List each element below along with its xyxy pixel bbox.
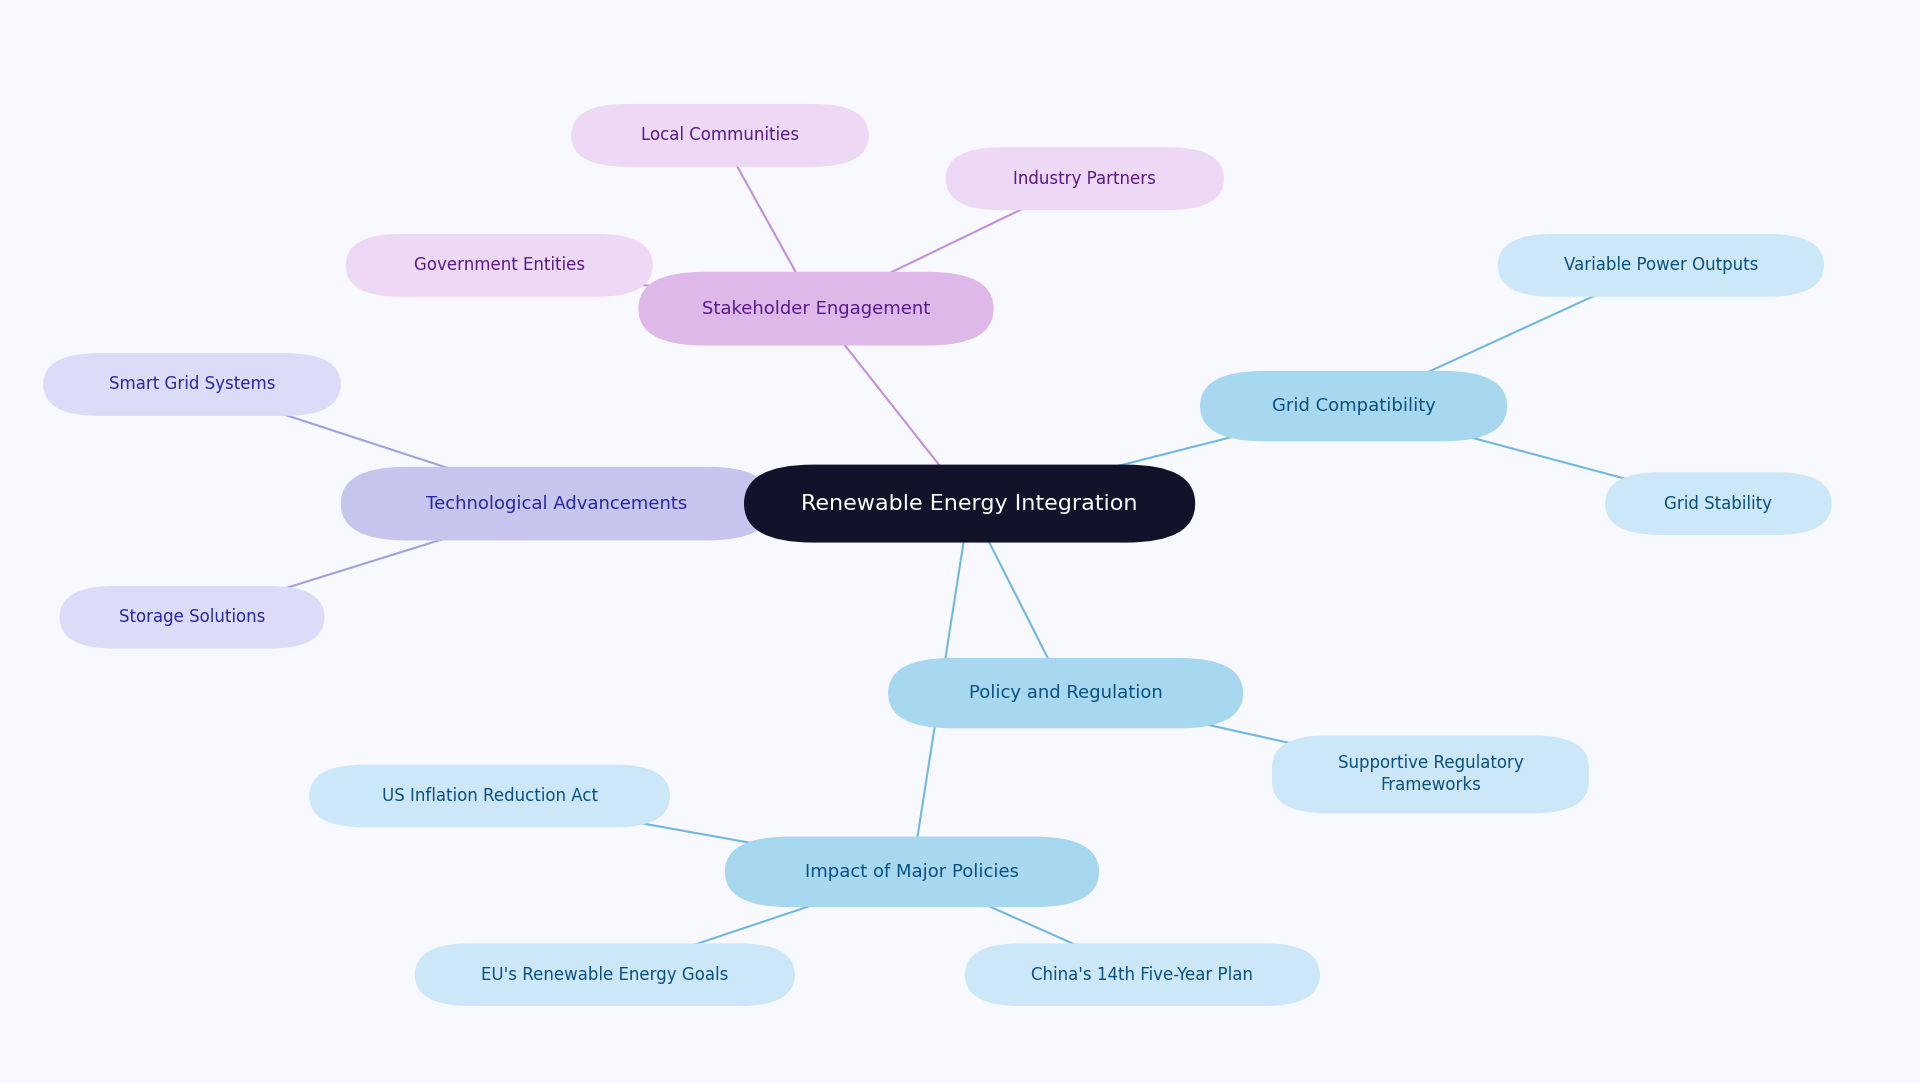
Text: Grid Stability: Grid Stability bbox=[1665, 495, 1772, 512]
FancyBboxPatch shape bbox=[637, 272, 995, 345]
Text: Policy and Regulation: Policy and Regulation bbox=[970, 684, 1162, 702]
Text: Industry Partners: Industry Partners bbox=[1014, 170, 1156, 187]
FancyBboxPatch shape bbox=[340, 467, 772, 540]
Text: Government Entities: Government Entities bbox=[413, 257, 586, 274]
Text: Variable Power Outputs: Variable Power Outputs bbox=[1563, 257, 1759, 274]
FancyBboxPatch shape bbox=[1605, 472, 1832, 535]
Text: Impact of Major Policies: Impact of Major Policies bbox=[804, 863, 1020, 880]
Text: China's 14th Five-Year Plan: China's 14th Five-Year Plan bbox=[1031, 966, 1254, 983]
FancyBboxPatch shape bbox=[309, 765, 670, 827]
Text: EU's Renewable Energy Goals: EU's Renewable Energy Goals bbox=[482, 966, 728, 983]
FancyBboxPatch shape bbox=[887, 657, 1242, 728]
FancyBboxPatch shape bbox=[44, 353, 340, 416]
Text: Storage Solutions: Storage Solutions bbox=[119, 609, 265, 626]
FancyBboxPatch shape bbox=[346, 234, 653, 297]
FancyBboxPatch shape bbox=[724, 836, 1098, 908]
FancyBboxPatch shape bbox=[1271, 735, 1590, 813]
Text: Technological Advancements: Technological Advancements bbox=[426, 495, 687, 512]
FancyBboxPatch shape bbox=[1200, 370, 1507, 442]
Text: Local Communities: Local Communities bbox=[641, 127, 799, 144]
Text: Supportive Regulatory
Frameworks: Supportive Regulatory Frameworks bbox=[1338, 754, 1523, 795]
FancyBboxPatch shape bbox=[945, 147, 1225, 210]
FancyBboxPatch shape bbox=[1498, 234, 1824, 297]
FancyBboxPatch shape bbox=[745, 465, 1194, 543]
FancyBboxPatch shape bbox=[415, 943, 795, 1006]
Text: Grid Compatibility: Grid Compatibility bbox=[1271, 397, 1436, 415]
Text: Renewable Energy Integration: Renewable Energy Integration bbox=[801, 494, 1139, 513]
FancyBboxPatch shape bbox=[572, 104, 868, 167]
Text: Smart Grid Systems: Smart Grid Systems bbox=[109, 376, 275, 393]
FancyBboxPatch shape bbox=[60, 586, 324, 649]
FancyBboxPatch shape bbox=[964, 943, 1321, 1006]
Text: Stakeholder Engagement: Stakeholder Engagement bbox=[703, 300, 929, 317]
Text: US Inflation Reduction Act: US Inflation Reduction Act bbox=[382, 787, 597, 805]
